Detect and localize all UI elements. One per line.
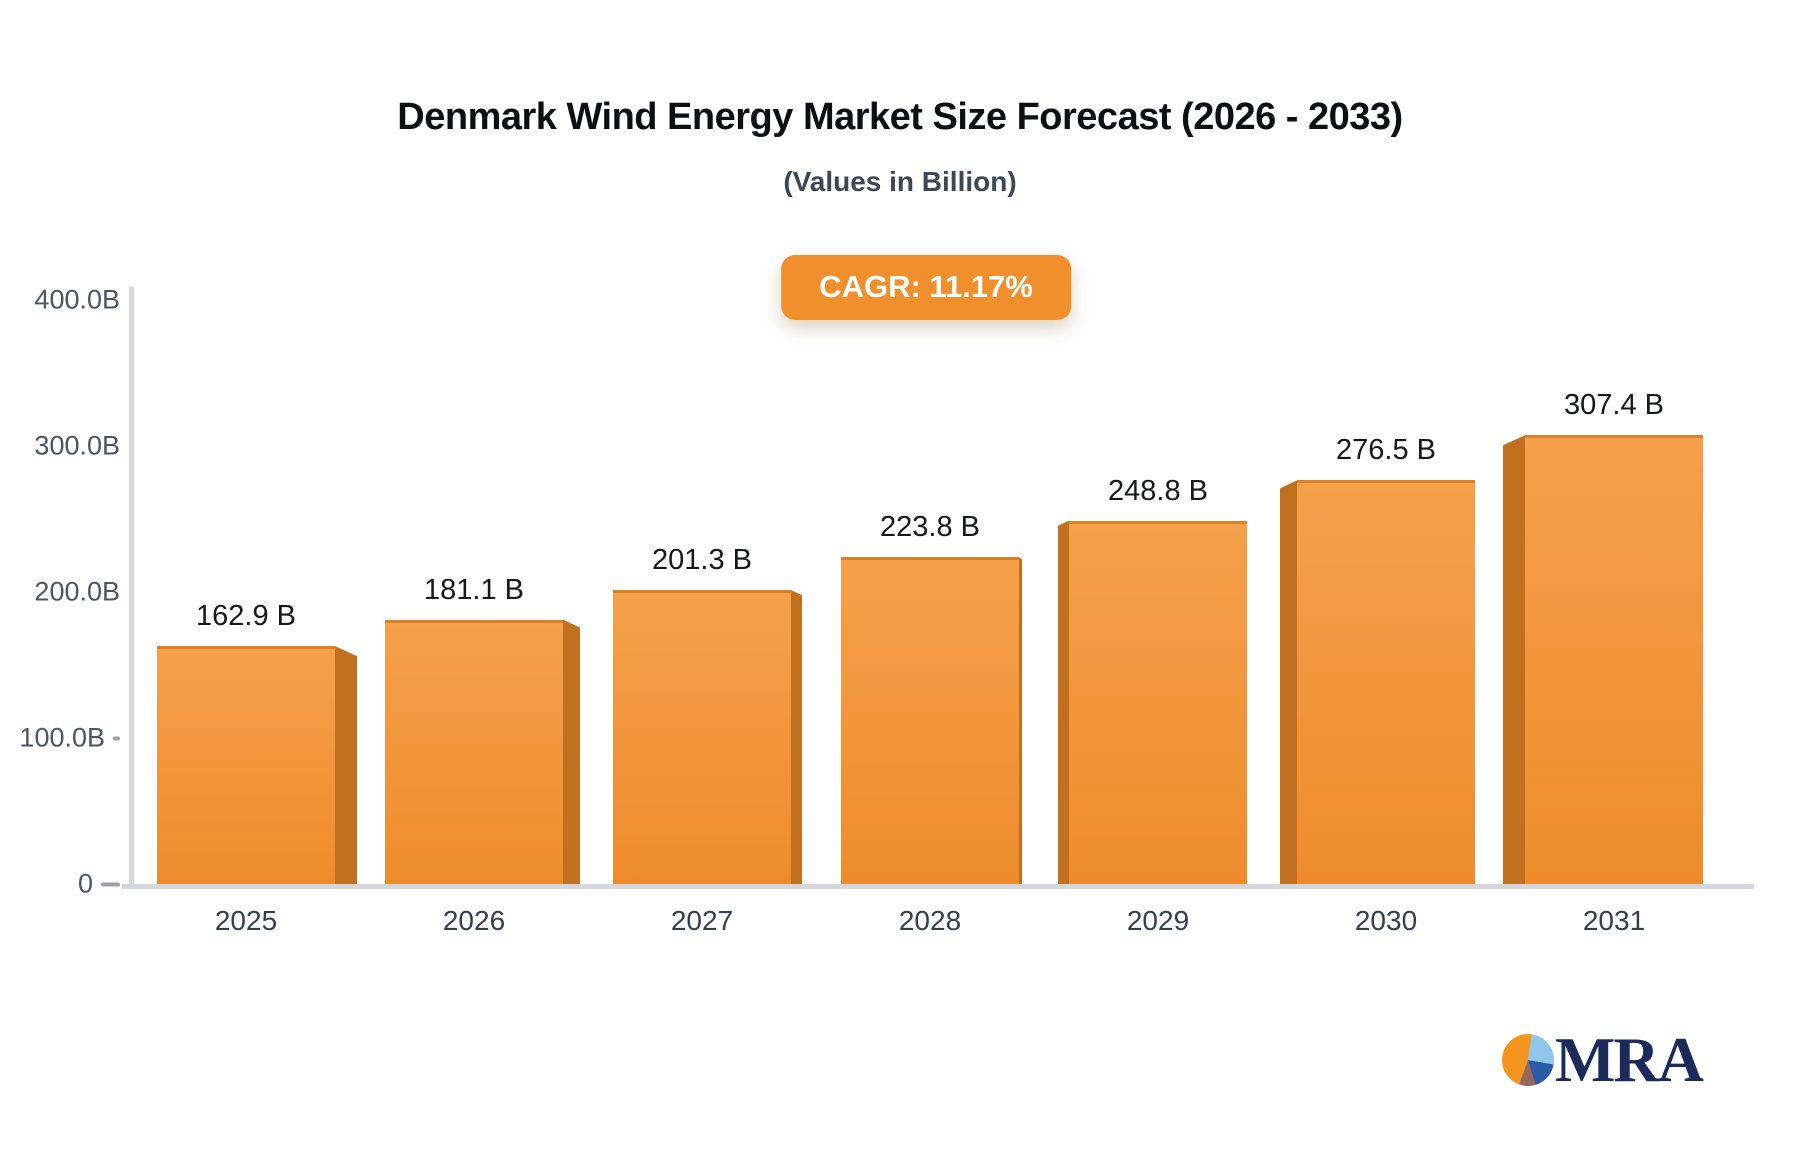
chart-title: Denmark Wind Energy Market Size Forecast… [397,96,1403,138]
bar-column-2028: 223.8 B 2028 [816,300,1044,936]
bar-side-face [1019,557,1022,884]
y-tick-mark [113,736,120,740]
x-axis-label-2026: 2026 [442,905,506,936]
y-tick-0: 0 [78,869,120,900]
bar-value-label: 307.4 B [1564,389,1664,422]
bar-column-2031: 307.4 B 2031 [1500,300,1728,936]
y-tick-400.0B: 400.0B [34,285,120,316]
y-tick-label: 300.0B [34,430,120,461]
bar-column-2026: 181.1 B 2026 [360,300,588,936]
x-axis-label-2028: 2028 [898,905,962,936]
bar-column-2029: 248.8 B 2029 [1044,300,1272,936]
bar-value-label: 162.9 B [196,600,296,633]
bar-column-2030: 276.5 B 2030 [1272,300,1500,936]
y-tick-label: 400.0B [34,284,120,315]
bar-2026 [385,619,580,884]
bar-value-label: 276.5 B [1336,434,1436,467]
bar-side-face [1058,520,1069,884]
bar-side-face [791,590,802,884]
y-tick-label: 100.0B [19,722,105,753]
bar-value-label: 201.3 B [652,544,752,577]
bar-column-2027: 201.3 B 2027 [588,300,816,936]
y-tick-100.0B: 100.0B [19,723,120,754]
x-axis-label-2031: 2031 [1582,905,1646,936]
x-axis-label-2027: 2027 [670,905,734,936]
bar-side-face [563,619,580,884]
cagr-badge: CAGR: 11.17% [781,255,1071,320]
bar-value-label: 181.1 B [424,573,524,606]
y-tick-mark [101,882,120,886]
bar-side-face [1503,435,1525,884]
bar-2029 [1058,520,1247,884]
y-tick-200.0B: 200.0B [34,577,120,608]
bar-2030 [1280,480,1475,884]
x-axis-label-2025: 2025 [214,905,278,936]
x-axis-line [122,884,1754,889]
plot-area: 400.0B 300.0B 200.0B 100.0B 0 162.9 B 2025 181… [19,285,1754,936]
y-tick-label: 200.0B [34,576,120,607]
bar-value-label: 248.8 B [1108,474,1208,507]
bar-2025 [157,646,357,884]
x-axis-label-2029: 2029 [1126,905,1190,936]
mra-logo: MRA [1502,1024,1704,1095]
bar-side-face [1280,480,1297,884]
bar-value-label: 223.8 B [880,511,980,544]
bar-column-2025: 162.9 B 2025 [132,300,360,936]
bar-2031 [1503,435,1703,884]
bar-side-face [335,646,357,884]
bar-2028 [841,557,1022,884]
y-tick-300.0B: 300.0B [34,431,120,462]
mra-pie-icon [1502,1034,1554,1086]
x-axis-label-2030: 2030 [1354,905,1418,936]
chart-subtitle: (Values in Billion) [783,166,1017,197]
y-axis-line [129,287,134,886]
y-tick-label: 0 [77,868,93,899]
mra-logo-text: MRA [1555,1024,1704,1095]
bars-container: 162.9 B 2025 181.1 B 2026 201.3 B 2027 223.8 B… [132,300,1728,936]
bar-2027 [613,590,802,884]
